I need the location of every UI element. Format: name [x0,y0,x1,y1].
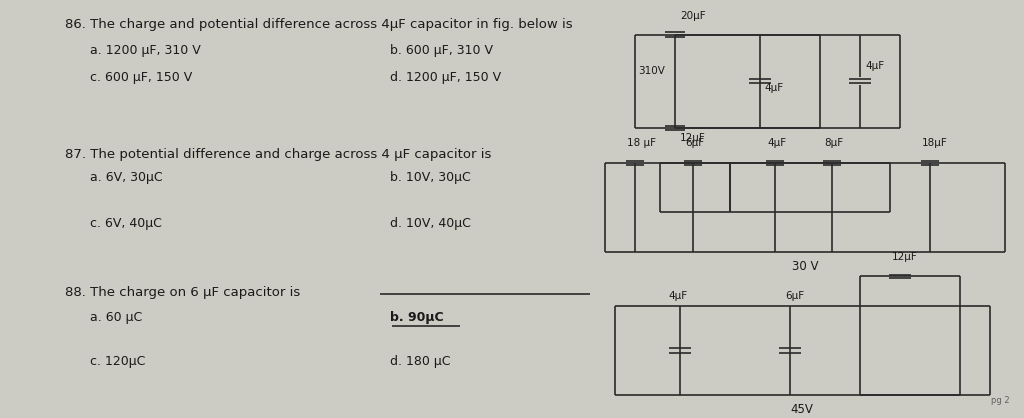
Text: d. 10V, 40μC: d. 10V, 40μC [390,217,471,230]
Text: 20μF: 20μF [680,11,706,21]
Text: 4μF: 4μF [668,291,687,301]
Text: c. 600 μF, 150 V: c. 600 μF, 150 V [90,71,193,84]
Text: 4μF: 4μF [865,61,884,71]
Text: a. 60 μC: a. 60 μC [90,311,142,324]
Text: d. 180 μC: d. 180 μC [390,355,451,368]
Text: 45V: 45V [791,403,813,416]
Text: c. 120μC: c. 120μC [90,355,145,368]
Text: d. 1200 μF, 150 V: d. 1200 μF, 150 V [390,71,501,84]
Text: 87. The potential difference and charge across 4 μF capacitor is: 87. The potential difference and charge … [65,148,492,161]
Text: 12μF: 12μF [680,133,706,143]
Text: 18 μF: 18 μF [627,138,656,148]
Text: b. 600 μF, 310 V: b. 600 μF, 310 V [390,44,493,57]
Text: 4μF: 4μF [764,83,783,93]
Text: a. 1200 μF, 310 V: a. 1200 μF, 310 V [90,44,201,57]
Text: 4μF: 4μF [767,138,786,148]
Text: 6μF: 6μF [685,138,705,148]
Text: b. 90μC: b. 90μC [390,311,443,324]
Text: 86. The charge and potential difference across 4μF capacitor in fig. below is: 86. The charge and potential difference … [65,18,572,31]
Text: 18μF: 18μF [922,138,948,148]
Text: 88. The charge on 6 μF capacitor is: 88. The charge on 6 μF capacitor is [65,286,300,299]
Text: pg 2: pg 2 [991,396,1010,405]
Text: 310V: 310V [638,66,665,76]
Text: 30 V: 30 V [792,260,818,273]
Text: c. 6V, 40μC: c. 6V, 40μC [90,217,162,230]
Text: 6μF: 6μF [785,291,804,301]
Text: a. 6V, 30μC: a. 6V, 30μC [90,171,163,184]
Text: 8μF: 8μF [824,138,843,148]
Text: 12μF: 12μF [892,252,918,262]
Text: b. 10V, 30μC: b. 10V, 30μC [390,171,471,184]
